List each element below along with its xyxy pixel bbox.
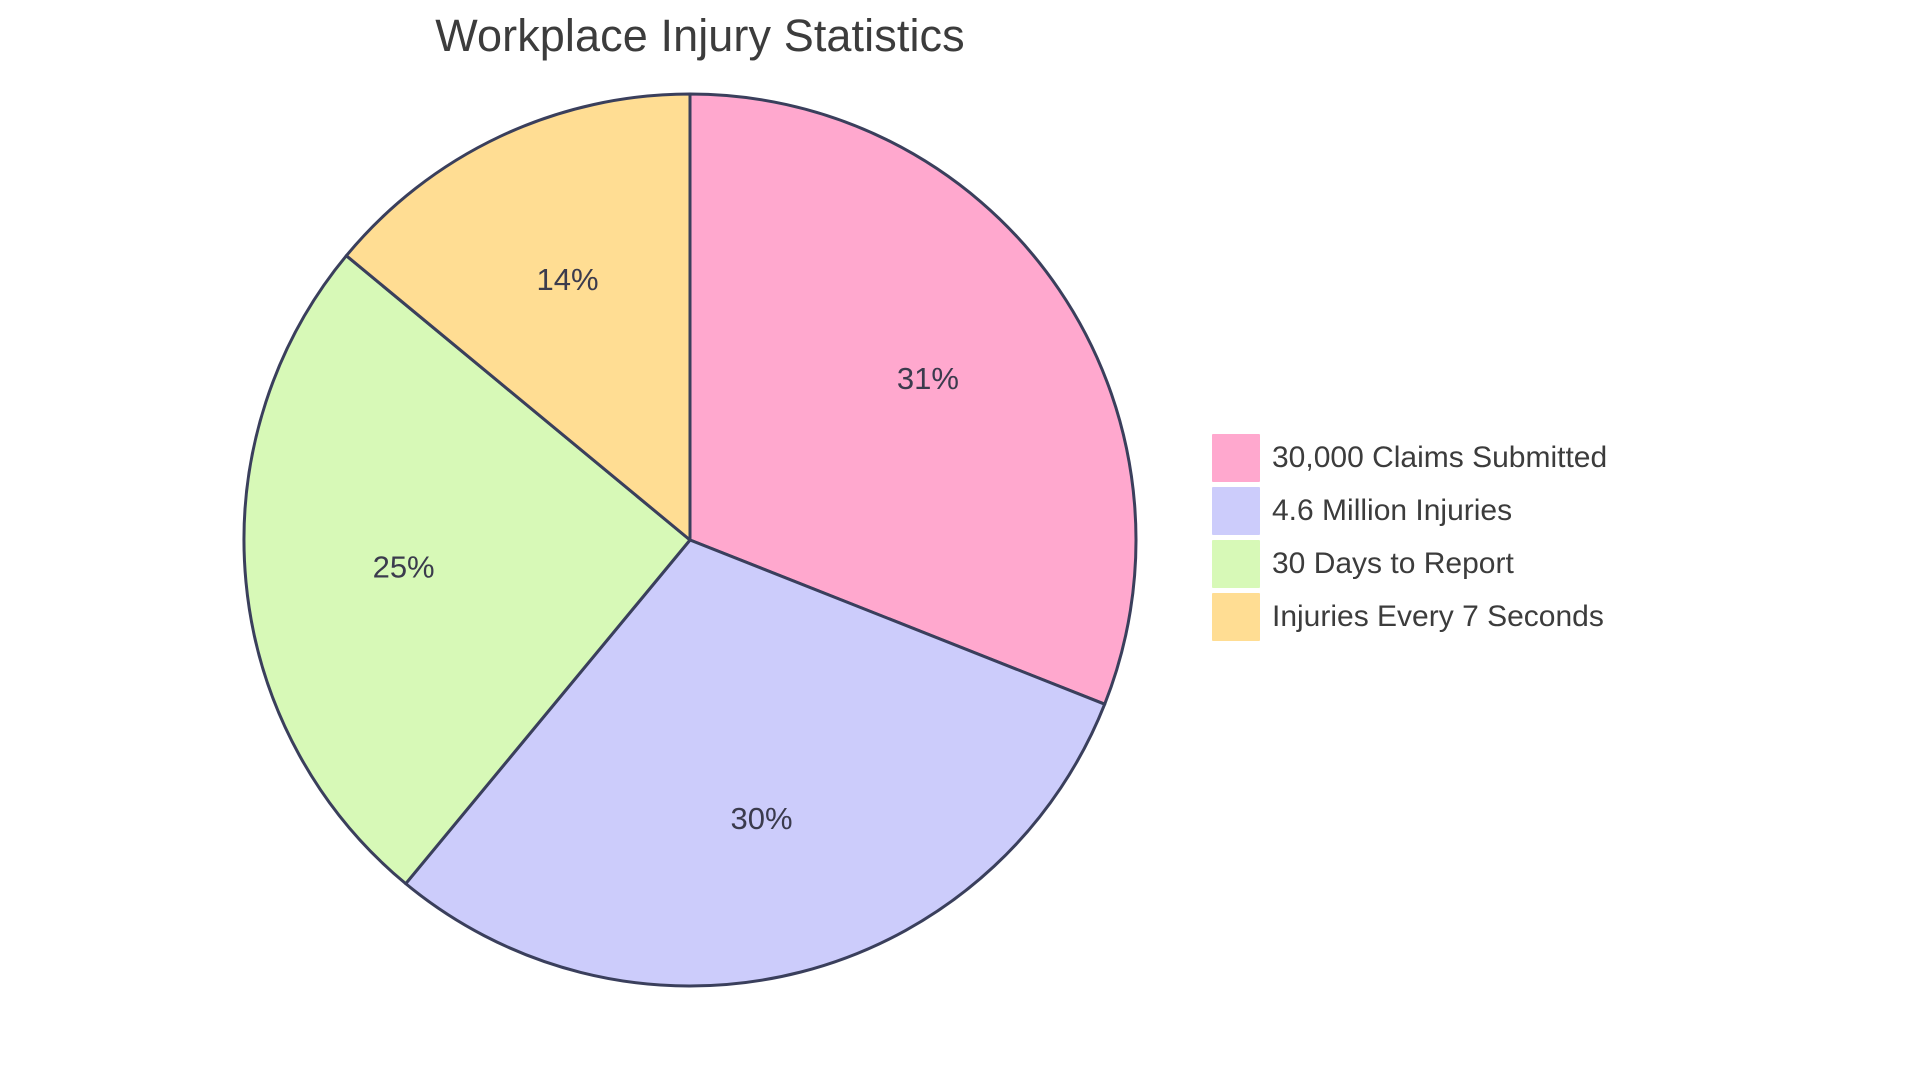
legend-color-swatch [1212,486,1260,535]
legend-item[interactable]: Injuries Every 7 Seconds [1212,590,1812,643]
legend-item-label: 30,000 Claims Submitted [1272,440,1608,474]
legend-item[interactable]: 4.6 Million Injuries [1212,484,1812,537]
legend-color-swatch [1212,539,1260,588]
pie-slice-percentage-label: 31% [897,361,959,396]
legend-item-label: 30 Days to Report [1272,546,1514,580]
legend-color-swatch [1212,433,1260,482]
pie-slice-percentage-label: 25% [373,550,435,585]
pie-slice-percentage-label: 14% [536,262,598,297]
pie-slice-label-group: 31% 30% 25% 14% [373,262,959,836]
legend-item-label: Injuries Every 7 Seconds [1272,599,1604,633]
legend-color-swatch [1212,592,1260,641]
chart-title: Workplace Injury Statistics [435,10,965,61]
legend-item[interactable]: 30,000 Claims Submitted [1212,431,1812,484]
legend-item-label: 4.6 Million Injuries [1272,493,1513,527]
pie-slice[interactable] [688,92,1138,706]
pie-slice[interactable] [242,254,692,886]
pie-slice-group [242,92,1138,988]
pie-slice[interactable] [404,538,1107,988]
pie-plot-area: 31% 30% 25% 14% [242,92,1138,988]
legend-item[interactable]: 30 Days to Report [1212,537,1812,590]
pie-svg: 31% 30% 25% 14% [242,92,1138,988]
pie-slice[interactable] [344,92,692,542]
pie-slice-percentage-label: 30% [731,801,793,836]
chart-legend: 30,000 Claims Submitted 4.6 Million Injur… [1212,431,1812,643]
